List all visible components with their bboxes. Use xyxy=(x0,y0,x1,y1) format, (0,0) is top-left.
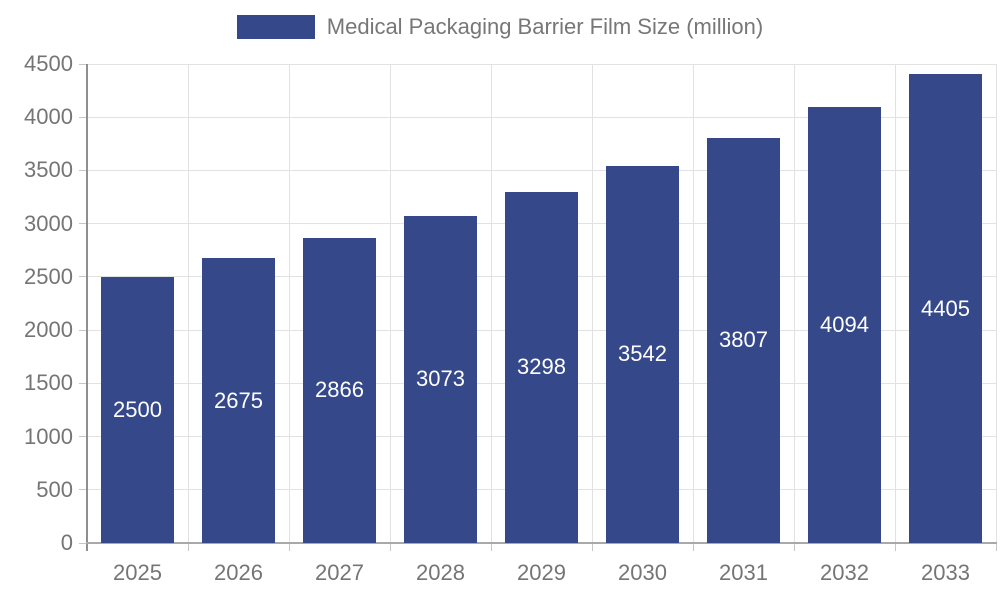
x-gridline xyxy=(389,64,391,543)
y-axis-label: 0 xyxy=(60,530,73,555)
x-tick xyxy=(793,543,795,551)
x-tick xyxy=(490,543,492,551)
bar xyxy=(909,74,982,543)
x-tick xyxy=(288,543,290,551)
x-tick xyxy=(995,543,997,551)
x-axis-label: 2029 xyxy=(517,560,566,585)
y-tick xyxy=(79,436,87,438)
y-axis-label: 4500 xyxy=(24,51,73,76)
x-tick xyxy=(187,543,189,551)
bar-value-label: 2675 xyxy=(214,387,263,413)
y-tick xyxy=(79,329,87,331)
x-axis-label: 2026 xyxy=(214,560,263,585)
legend-item[interactable]: Medical Packaging Barrier Film Size (mil… xyxy=(236,14,764,40)
y-tick xyxy=(79,382,87,384)
bar xyxy=(808,107,881,543)
y-axis-label: 500 xyxy=(36,476,73,502)
bar-value-label: 4094 xyxy=(820,312,869,338)
legend: Medical Packaging Barrier Film Size (mil… xyxy=(0,14,1000,40)
y-tick xyxy=(79,489,87,491)
bar xyxy=(606,165,679,543)
x-gridline xyxy=(793,64,795,543)
bar xyxy=(303,237,376,543)
x-gridline xyxy=(490,64,492,543)
x-tick xyxy=(389,543,391,551)
x-axis-label: 2028 xyxy=(416,560,465,585)
bar-value-label: 2500 xyxy=(113,396,162,422)
y-axis-line xyxy=(86,64,88,551)
y-tick xyxy=(79,542,87,544)
x-axis-label: 2032 xyxy=(820,560,869,585)
x-gridline xyxy=(692,64,694,543)
bar xyxy=(202,258,275,543)
x-axis-label: 2030 xyxy=(618,560,667,585)
y-axis-label: 2500 xyxy=(24,263,73,289)
x-gridline xyxy=(995,64,997,543)
y-tick xyxy=(79,63,87,65)
y-axis-label: 3500 xyxy=(24,157,73,183)
y-axis-label: 3000 xyxy=(24,210,73,236)
x-gridline xyxy=(288,64,290,543)
x-axis-label: 2031 xyxy=(719,560,768,585)
x-axis-line xyxy=(86,542,997,544)
bar-value-label: 3298 xyxy=(517,354,566,380)
x-axis-label: 2033 xyxy=(921,560,970,585)
y-axis-label: 2000 xyxy=(24,317,73,343)
x-axis-label: 2025 xyxy=(113,560,162,585)
y-gridline xyxy=(87,63,996,65)
y-axis-label: 1000 xyxy=(24,423,73,449)
y-axis-label: 4000 xyxy=(24,104,73,130)
legend-label: Medical Packaging Barrier Film Size (mil… xyxy=(326,14,764,39)
x-axis-label: 2027 xyxy=(315,560,364,585)
bar-value-label: 3073 xyxy=(416,366,465,392)
y-tick xyxy=(79,116,87,118)
y-axis-label: 1500 xyxy=(24,370,73,396)
bar xyxy=(707,137,780,543)
x-gridline xyxy=(187,64,189,543)
y-tick xyxy=(79,276,87,278)
bar-value-label: 4405 xyxy=(921,295,970,321)
bar xyxy=(505,191,578,543)
x-tick xyxy=(591,543,593,551)
y-tick xyxy=(79,169,87,171)
y-gridline xyxy=(87,169,996,171)
y-tick xyxy=(79,223,87,225)
legend-swatch xyxy=(236,15,315,39)
x-tick xyxy=(692,543,694,551)
x-gridline xyxy=(591,64,593,543)
bar-value-label: 3807 xyxy=(719,327,768,353)
bar-value-label: 3542 xyxy=(618,341,667,367)
x-gridline xyxy=(894,64,896,543)
x-tick xyxy=(894,543,896,551)
y-gridline xyxy=(87,116,996,118)
bar xyxy=(101,276,174,543)
bar xyxy=(404,215,477,543)
bar-value-label: 2866 xyxy=(315,377,364,403)
